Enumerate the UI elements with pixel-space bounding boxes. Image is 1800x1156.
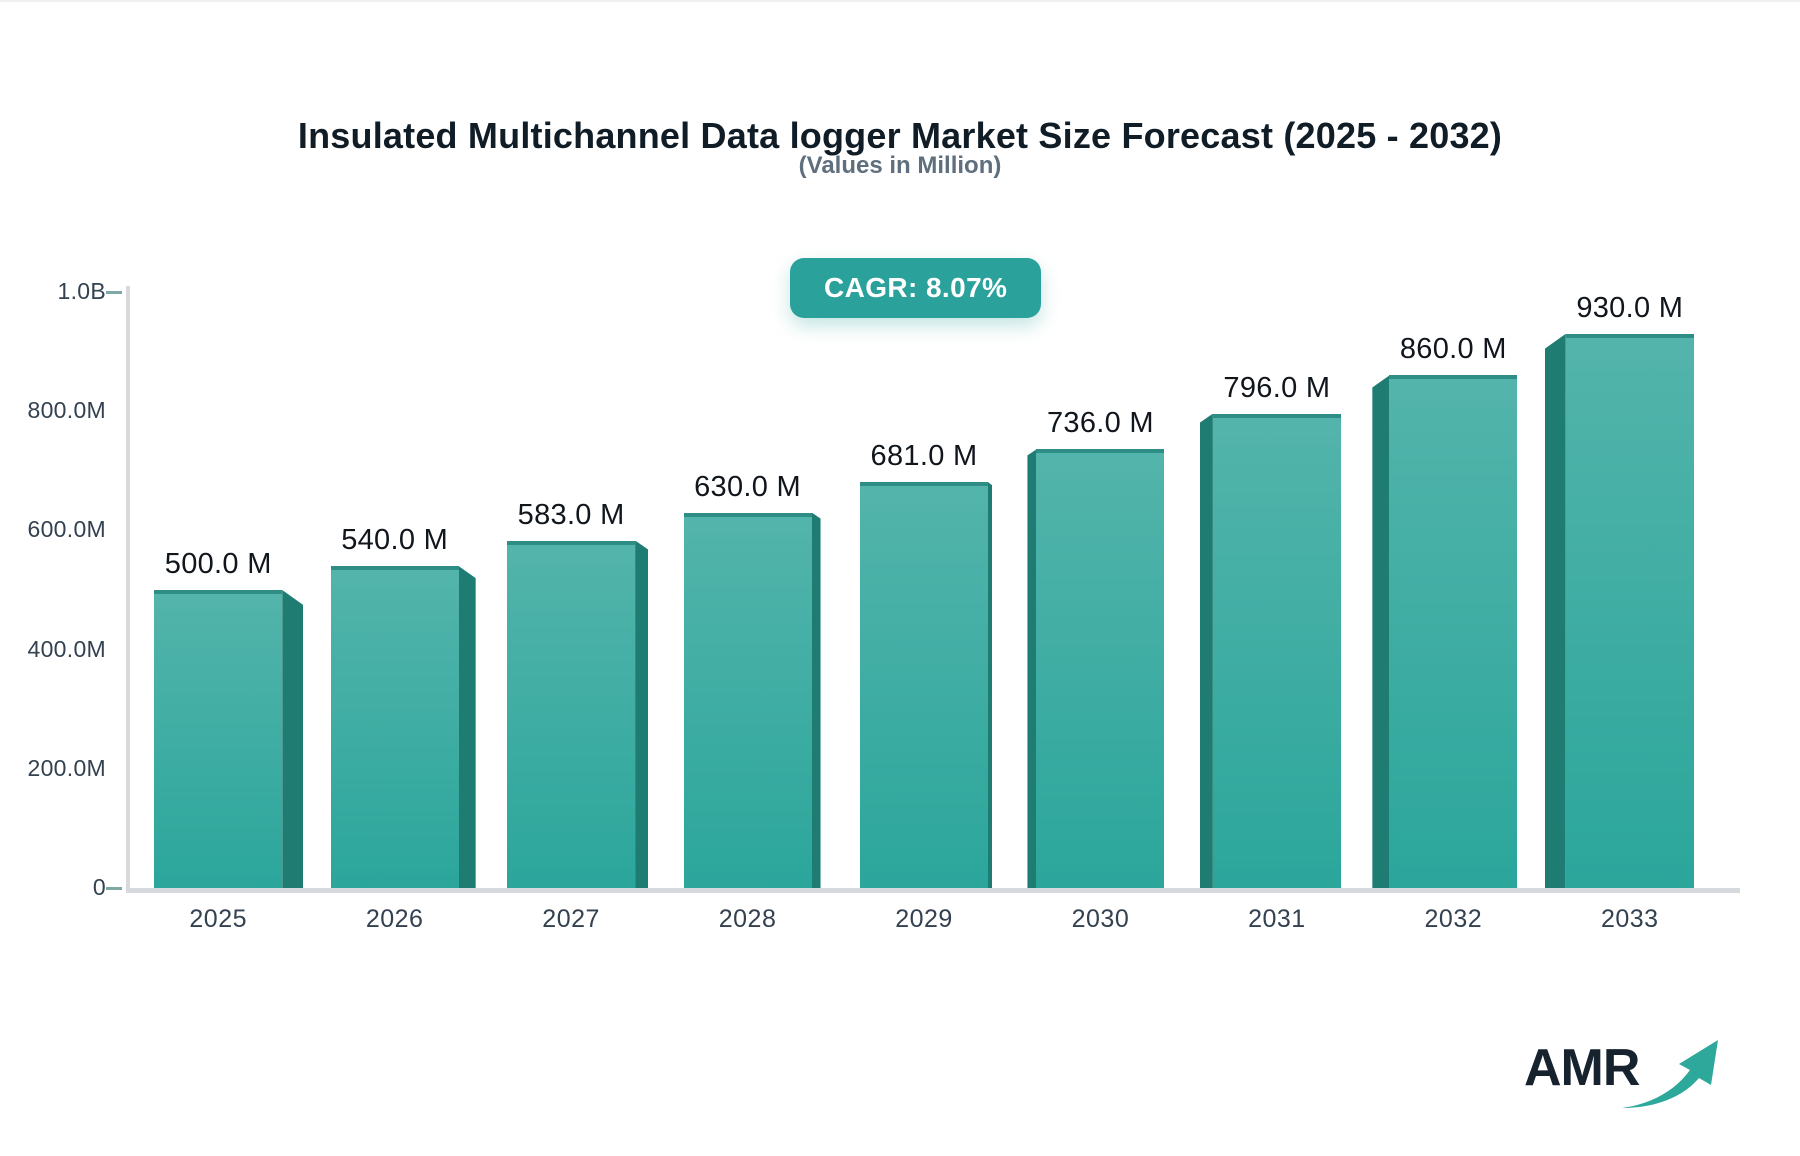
bar-side-face <box>1372 375 1390 888</box>
bar-2026 <box>330 566 459 888</box>
bar-value-label: 500.0 M <box>164 548 272 580</box>
bar-2033 <box>1565 333 1694 888</box>
x-axis-tick-label: 2026 <box>365 905 424 933</box>
cagr-badge: CAGR: 8.07% <box>790 258 1042 318</box>
y-axis-tick-mark <box>106 887 122 890</box>
bar-value-label: 630.0 M <box>694 470 801 503</box>
bar-side-face <box>458 566 476 888</box>
bar-value-label: 930.0 M <box>1576 291 1684 324</box>
bar-2028 <box>683 512 812 888</box>
chart-title: Insulated Multichannel Data logger Marke… <box>297 115 1503 156</box>
bar-side-face <box>1027 449 1037 888</box>
y-axis-tick-label: 1.0B <box>57 278 106 304</box>
bar-side-face <box>282 590 304 888</box>
bar-side-face <box>1199 413 1213 888</box>
y-axis-tick-label: 400.0M <box>27 635 106 662</box>
x-axis-tick-label: 2029 <box>895 905 953 933</box>
amr-logo: AMR <box>1524 1034 1754 1124</box>
bar-value-label: 860.0 M <box>1399 333 1507 366</box>
bar-2032 <box>1389 375 1518 888</box>
x-axis-tick-label: 2028 <box>718 905 777 933</box>
bar-2025 <box>154 590 283 888</box>
y-axis-tick-label: 800.0M <box>27 397 106 424</box>
chart-subtitle: (Values in Million) <box>798 152 1002 179</box>
x-axis-tick-label: 2033 <box>1600 905 1659 933</box>
bar-side-face <box>811 512 821 888</box>
x-axis-baseline <box>126 888 1740 893</box>
x-axis-tick-label: 2032 <box>1424 905 1483 933</box>
bar-value-label: 583.0 M <box>517 498 625 531</box>
bar-value-label: 736.0 M <box>1046 407 1154 440</box>
y-axis-tick-label: 0 <box>92 874 106 900</box>
bar-value-label: 540.0 M <box>341 524 449 557</box>
y-axis-tick-label: 600.0M <box>27 516 106 543</box>
y-axis-tick-mark <box>106 291 122 294</box>
bar-value-label: 796.0 M <box>1223 371 1331 404</box>
x-axis-tick-label: 2025 <box>189 905 248 933</box>
bar-side-face <box>988 482 992 888</box>
y-axis-tick-label: 200.0M <box>27 754 106 781</box>
y-axis-line <box>126 286 130 888</box>
growth-arrow-icon <box>1622 1040 1718 1108</box>
x-axis-tick-label: 2031 <box>1248 905 1306 933</box>
x-axis-tick-label: 2030 <box>1071 905 1130 933</box>
bar-value-label: 681.0 M <box>870 440 978 473</box>
bar-side-face <box>635 540 649 888</box>
x-axis-tick-label: 2027 <box>542 905 600 933</box>
bar-2031 <box>1212 413 1341 888</box>
bar-2029 <box>860 482 988 888</box>
bar-2027 <box>507 540 636 888</box>
amr-logo-text: AMR <box>1524 1039 1640 1097</box>
bar-side-face <box>1544 333 1566 888</box>
bar-2030 <box>1036 449 1165 888</box>
